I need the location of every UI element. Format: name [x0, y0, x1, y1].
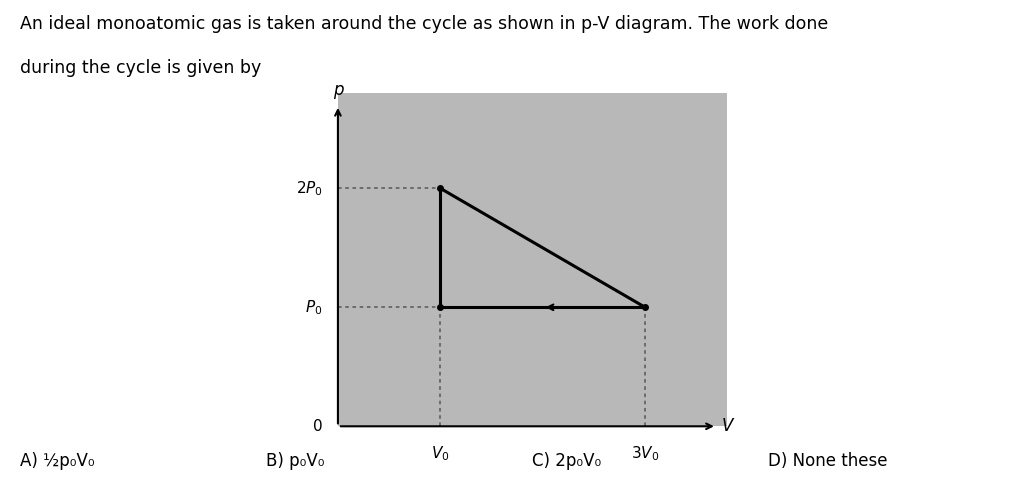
- Text: during the cycle is given by: during the cycle is given by: [20, 59, 262, 77]
- Text: C) 2p₀V₀: C) 2p₀V₀: [532, 452, 602, 470]
- Text: 0: 0: [313, 419, 323, 434]
- Text: $2P_0$: $2P_0$: [296, 179, 323, 197]
- Text: $P_0$: $P_0$: [305, 298, 323, 317]
- Text: p: p: [333, 81, 343, 99]
- Text: V: V: [722, 417, 733, 435]
- Text: B) p₀V₀: B) p₀V₀: [266, 452, 325, 470]
- Text: D) None these: D) None these: [768, 452, 888, 470]
- Text: $V_0$: $V_0$: [431, 444, 450, 463]
- Text: $3V_0$: $3V_0$: [631, 444, 659, 463]
- Text: An ideal monoatomic gas is taken around the cycle as shown in p-V diagram. The w: An ideal monoatomic gas is taken around …: [20, 15, 828, 33]
- Text: A) ½p₀V₀: A) ½p₀V₀: [20, 452, 95, 470]
